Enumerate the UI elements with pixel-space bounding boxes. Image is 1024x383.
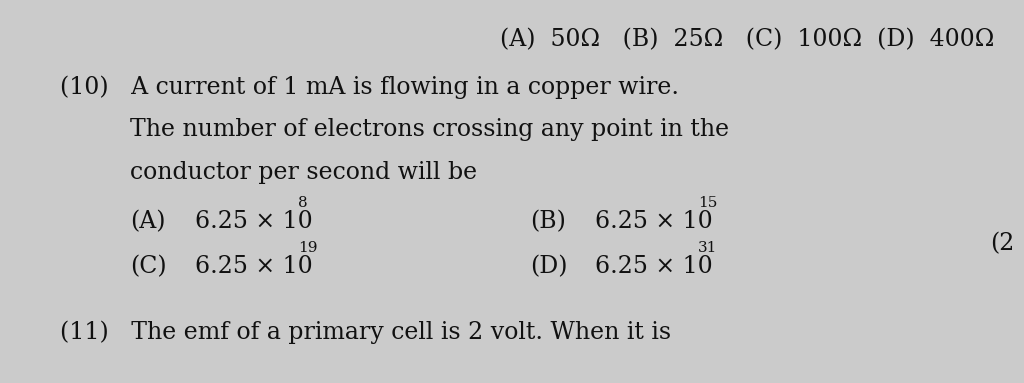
Text: (B): (B) [530, 210, 566, 233]
Text: 6.25 × 10: 6.25 × 10 [195, 255, 312, 278]
Text: (10)   A current of 1 mA is flowing in a copper wire.: (10) A current of 1 mA is flowing in a c… [60, 75, 679, 98]
Text: 19: 19 [298, 241, 317, 255]
Text: 6.25 × 10: 6.25 × 10 [595, 255, 713, 278]
Text: 8: 8 [298, 196, 307, 210]
Text: 15: 15 [698, 196, 718, 210]
Text: (11)   The emf of a primary cell is 2 volt. When it is: (11) The emf of a primary cell is 2 volt… [60, 320, 671, 344]
Text: 6.25 × 10: 6.25 × 10 [195, 210, 312, 233]
Text: 31: 31 [698, 241, 718, 255]
Text: 6.25 × 10: 6.25 × 10 [595, 210, 713, 233]
Text: (A)  50Ω   (B)  25Ω   (C)  100Ω  (D)  400Ω: (A) 50Ω (B) 25Ω (C) 100Ω (D) 400Ω [500, 28, 994, 51]
Text: (2: (2 [990, 232, 1015, 255]
Text: (A): (A) [130, 210, 166, 233]
Text: conductor per second will be: conductor per second will be [130, 161, 477, 184]
Text: (D): (D) [530, 255, 567, 278]
Text: (C): (C) [130, 255, 167, 278]
Text: The number of electrons crossing any point in the: The number of electrons crossing any poi… [130, 118, 729, 141]
